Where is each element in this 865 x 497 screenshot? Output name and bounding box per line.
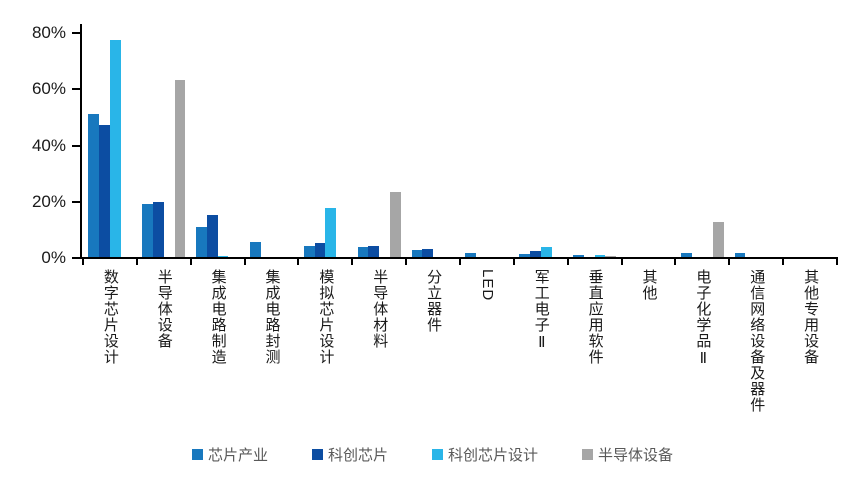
x-tick-label: 半导体设备	[155, 269, 173, 349]
x-tick-label: 其他专用设备	[802, 269, 820, 365]
y-tick-label: 20%	[31, 191, 66, 211]
bar-group	[514, 32, 568, 257]
x-tick	[674, 257, 677, 265]
bar	[99, 124, 110, 257]
x-tick-label: 通信网络设备及器件	[748, 269, 766, 413]
x-tick	[135, 257, 138, 265]
x-tick-label: 集成电路制造	[209, 269, 227, 365]
bar	[713, 221, 724, 257]
x-tick	[405, 257, 408, 265]
bar	[680, 252, 692, 257]
x-tick-label: 分立器件	[425, 269, 443, 333]
bar	[734, 253, 746, 257]
x-tick	[243, 257, 246, 265]
x-tick	[512, 257, 515, 265]
x-tick-label: 其他	[640, 269, 658, 301]
legend-item: 科创芯片设计	[432, 444, 538, 465]
bar	[142, 203, 153, 257]
x-tick	[620, 257, 623, 265]
legend-label: 芯片产业	[207, 447, 268, 464]
x-tick-label: 垂直应用软件	[586, 269, 604, 365]
bar	[109, 40, 121, 257]
y-tick-label: 80%	[31, 23, 66, 42]
bar	[357, 247, 369, 257]
bar-group	[137, 32, 191, 257]
bar	[422, 248, 434, 257]
x-tick-label: 数字芯片设计	[101, 269, 119, 365]
bar-group	[460, 32, 514, 257]
x-tick	[782, 257, 785, 265]
bar	[594, 255, 606, 257]
legend-swatch-icon	[191, 449, 203, 460]
bar	[325, 207, 337, 257]
legend: 芯片产业 科创芯片 科创芯片设计 半导体设备	[0, 444, 865, 465]
bar	[153, 202, 164, 257]
x-tick	[351, 257, 354, 265]
legend-item: 半导体设备	[582, 444, 673, 465]
y-tick-label: 60%	[31, 79, 66, 99]
y-tick-label: 0%	[41, 248, 66, 267]
y-tick	[72, 144, 80, 147]
legend-label: 半导体设备	[598, 447, 674, 464]
legend-swatch-icon	[582, 449, 594, 460]
bar	[88, 113, 100, 257]
y-tick	[72, 257, 80, 259]
x-tick	[82, 257, 84, 265]
y-tick	[72, 200, 80, 203]
y-tick	[72, 32, 80, 34]
bar-group	[729, 32, 783, 257]
x-tick	[728, 257, 731, 265]
bar-group	[83, 32, 137, 257]
bar	[573, 255, 584, 257]
y-tick	[72, 88, 80, 91]
bar	[519, 254, 530, 257]
bar	[540, 247, 552, 257]
bar-group	[622, 32, 676, 257]
legend-item: 芯片产业	[191, 444, 268, 465]
bar-group	[245, 32, 299, 257]
y-tick-label: 40%	[31, 135, 66, 155]
bar	[314, 242, 326, 257]
x-tick-label: 半导体材料	[371, 269, 389, 349]
x-tick-label: LED	[478, 269, 496, 302]
bar	[389, 192, 401, 257]
x-tick	[566, 257, 569, 265]
legend-swatch-icon	[432, 449, 443, 460]
x-tick	[189, 257, 192, 265]
bar	[368, 245, 380, 257]
bar-group	[783, 32, 837, 257]
x-tick	[297, 257, 300, 265]
bar-group	[298, 32, 352, 257]
bar-group	[191, 32, 245, 257]
bar	[411, 249, 423, 257]
x-tick-label: 集成电路封测	[263, 269, 281, 365]
bar	[465, 252, 477, 257]
bar-group	[675, 32, 729, 257]
legend-item: 科创芯片	[311, 444, 388, 465]
y-axis-line	[80, 24, 82, 259]
legend-swatch-icon	[311, 449, 323, 460]
x-tick	[836, 257, 838, 265]
bar	[196, 227, 207, 257]
bar	[217, 255, 229, 257]
bar	[605, 255, 617, 257]
bar	[303, 245, 315, 257]
x-tick-label: 电子化学品Ⅱ	[694, 269, 712, 368]
legend-label: 科创芯片设计	[448, 447, 539, 464]
legend-label: 科创芯片	[327, 447, 388, 464]
bar	[249, 241, 261, 257]
bar-group	[352, 32, 406, 257]
x-tick	[459, 257, 461, 265]
x-tick-label: 模拟芯片设计	[317, 269, 335, 365]
bar	[530, 251, 541, 257]
x-tick-label: 军工电子Ⅱ	[532, 269, 550, 352]
bar	[174, 79, 186, 257]
bar-group	[568, 32, 622, 257]
bar	[206, 214, 218, 257]
bar-group	[406, 32, 460, 257]
